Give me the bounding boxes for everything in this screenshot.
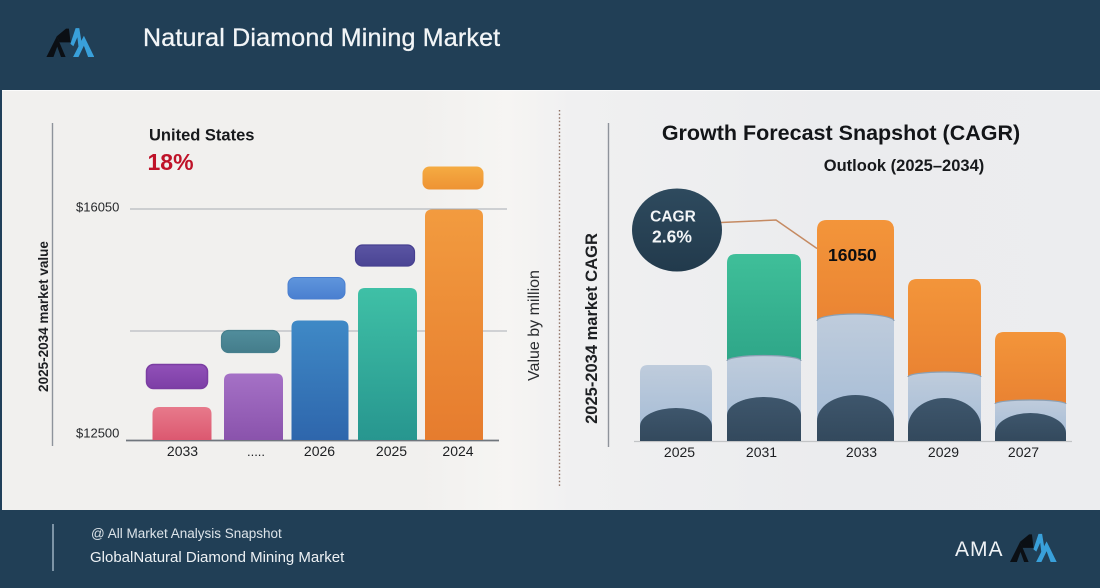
- svg-text:.....: .....: [247, 444, 265, 459]
- svg-text:2025: 2025: [376, 443, 407, 459]
- svg-text:2025-2034 market CAGR: 2025-2034 market CAGR: [583, 233, 601, 424]
- svg-text:United States: United States: [149, 127, 254, 145]
- svg-text:2033: 2033: [846, 444, 877, 460]
- svg-text:Value by million: Value by million: [526, 270, 543, 381]
- svg-text:$16050: $16050: [76, 200, 119, 215]
- svg-text:2025-2034 market value: 2025-2034 market value: [36, 241, 51, 392]
- svg-text:2.6%: 2.6%: [652, 227, 692, 247]
- svg-text:2026: 2026: [304, 443, 335, 459]
- svg-text:2025: 2025: [664, 444, 695, 460]
- svg-text:Growth Forecast Snapshot (CAGR: Growth Forecast Snapshot (CAGR): [662, 121, 1020, 145]
- svg-text:2033: 2033: [167, 443, 198, 459]
- svg-text:2024: 2024: [442, 443, 473, 459]
- svg-text:$12500: $12500: [76, 426, 119, 441]
- svg-text:2029: 2029: [928, 444, 959, 460]
- svg-text:18%: 18%: [148, 149, 194, 175]
- svg-text:Outlook (2025–2034): Outlook (2025–2034): [824, 157, 985, 175]
- svg-text:2027: 2027: [1008, 444, 1039, 460]
- svg-text:16050: 16050: [828, 245, 877, 265]
- svg-text:CAGR: CAGR: [650, 209, 696, 226]
- svg-text:2031: 2031: [746, 444, 777, 460]
